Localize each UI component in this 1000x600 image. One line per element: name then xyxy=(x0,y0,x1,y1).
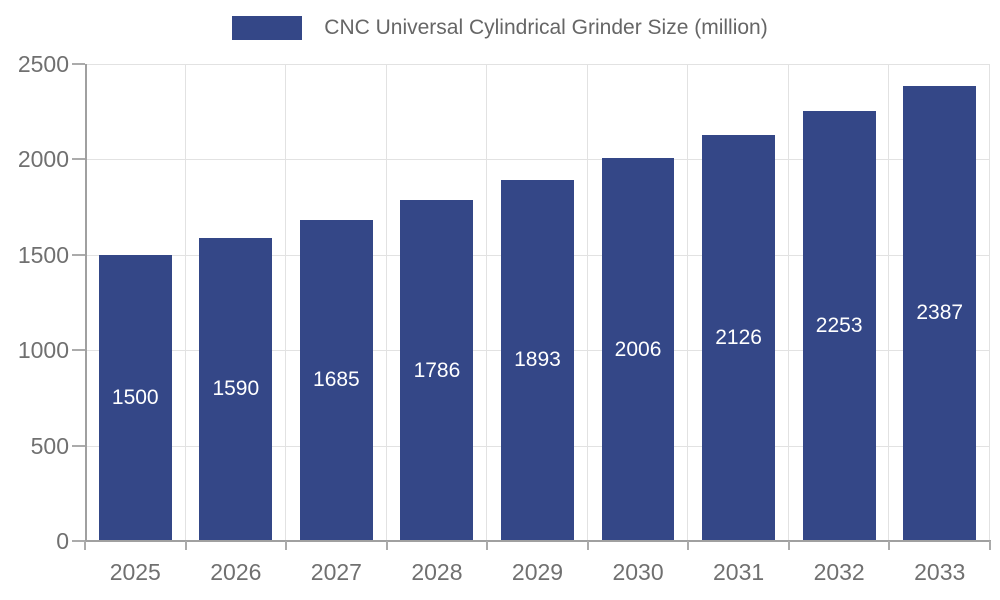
bar-value-label: 2006 xyxy=(614,337,662,361)
x-tick-label: 2032 xyxy=(813,559,865,585)
y-tick-label: 2500 xyxy=(17,51,69,77)
x-gridline xyxy=(989,64,990,541)
x-axis-tick xyxy=(787,541,790,550)
bar[interactable]: 1685 xyxy=(299,219,373,541)
y-axis-tick xyxy=(72,444,85,447)
x-tick-label: 2031 xyxy=(713,559,765,585)
x-gridline xyxy=(787,64,789,541)
x-axis-tick xyxy=(84,541,86,550)
y-tick-label: 1500 xyxy=(17,241,69,268)
x-axis-tick xyxy=(586,541,589,550)
x-gridline xyxy=(184,64,186,541)
bar-value-label: 1685 xyxy=(313,368,360,392)
bar-value-label: 2126 xyxy=(715,326,762,350)
x-gridline xyxy=(687,64,689,541)
x-gridline xyxy=(586,64,588,541)
y-tick-label: 1000 xyxy=(17,337,69,364)
bar[interactable]: 1500 xyxy=(98,254,172,541)
x-axis-line xyxy=(85,540,991,542)
plot-area: 1500 1590 1685 1786 1893 2006 2126 2253 2387 xyxy=(85,64,990,541)
y-tick-label: 0 xyxy=(56,528,69,554)
x-tick-label: 2027 xyxy=(310,559,362,585)
y-axis-tick xyxy=(72,253,85,256)
x-tick-label: 2028 xyxy=(411,559,463,585)
y-axis-tick xyxy=(72,349,85,352)
y-axis-line xyxy=(85,64,87,541)
x-tick-label: 2030 xyxy=(612,559,664,585)
x-axis-tick xyxy=(989,541,991,550)
y-tick-label: 500 xyxy=(30,432,69,459)
bar[interactable]: 1786 xyxy=(400,200,474,541)
bar-value-label: 1893 xyxy=(514,348,561,372)
x-axis-tick xyxy=(285,541,288,550)
bar[interactable]: 1590 xyxy=(199,237,273,541)
bar[interactable]: 2387 xyxy=(903,85,977,541)
bar[interactable]: 2126 xyxy=(702,135,776,541)
x-axis-tick xyxy=(888,541,891,550)
x-axis-tick xyxy=(486,541,489,550)
x-gridline xyxy=(486,64,488,541)
bar-value-label: 2253 xyxy=(815,314,863,338)
x-tick-label: 2033 xyxy=(914,559,966,585)
y-gridline xyxy=(85,159,990,161)
x-gridline xyxy=(385,64,387,541)
x-gridline xyxy=(285,64,287,541)
legend-swatch xyxy=(232,16,303,40)
x-axis-tick xyxy=(687,541,690,550)
x-axis-tick xyxy=(184,541,187,550)
bar[interactable]: 2006 xyxy=(601,158,675,541)
y-tick-label: 2000 xyxy=(17,146,69,173)
bar-value-label: 1786 xyxy=(413,358,461,382)
bar[interactable]: 1893 xyxy=(501,179,574,541)
x-tick-label: 2026 xyxy=(210,559,262,585)
y-axis-tick xyxy=(72,63,85,65)
bar-value-label: 1590 xyxy=(212,377,260,401)
y-gridline xyxy=(85,64,990,65)
x-gridline xyxy=(888,64,890,541)
legend-label: CNC Universal Cylindrical Grinder Size (… xyxy=(324,16,768,39)
bar-value-label: 1500 xyxy=(111,385,159,409)
legend-item[interactable]: CNC Universal Cylindrical Grinder Size (… xyxy=(0,16,1000,40)
y-axis-tick xyxy=(72,158,85,161)
x-tick-label: 2029 xyxy=(511,559,564,585)
y-axis-tick xyxy=(72,540,85,542)
bar[interactable]: 2253 xyxy=(802,111,876,541)
x-tick-label: 2025 xyxy=(109,559,161,585)
bar-value-label: 2387 xyxy=(916,301,964,325)
x-axis-tick xyxy=(385,541,388,550)
